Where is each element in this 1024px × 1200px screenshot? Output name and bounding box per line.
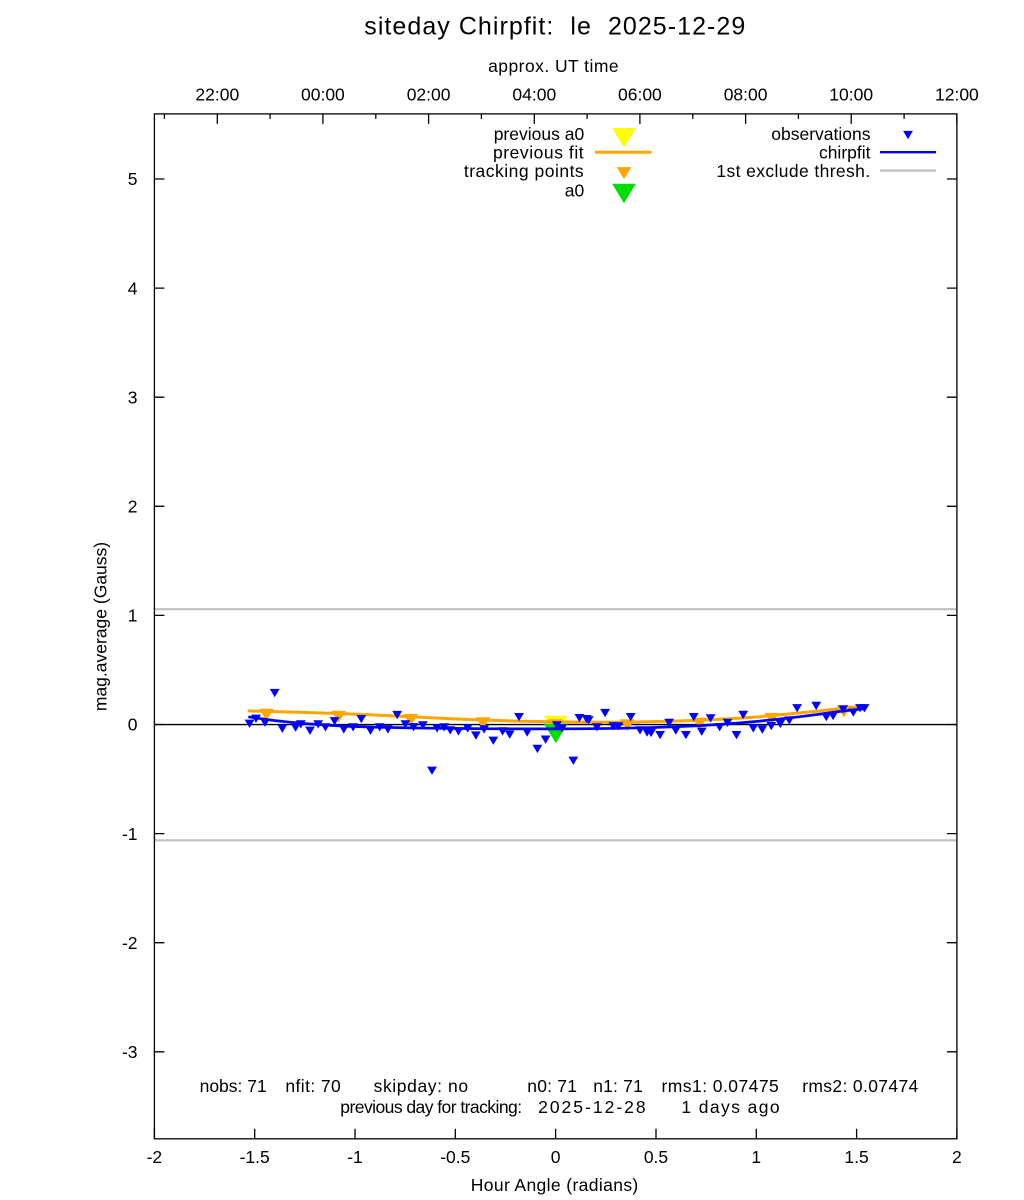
- svg-text:observations: observations: [771, 124, 870, 144]
- svg-text:siteday Chirpfit: le 2025-12: siteday Chirpfit: le 2025-12-29: [364, 12, 746, 40]
- svg-text:04:00: 04:00: [512, 85, 556, 105]
- svg-text:12:00: 12:00: [935, 85, 979, 105]
- svg-text:previous a0: previous a0: [494, 124, 585, 144]
- svg-text:skipday: no: skipday: no: [374, 1076, 469, 1096]
- svg-text:06:00: 06:00: [618, 85, 662, 105]
- svg-text:n0: 71: n0: 71: [527, 1076, 577, 1096]
- svg-text:1: 1: [751, 1147, 761, 1167]
- svg-text:-0.5: -0.5: [440, 1147, 470, 1167]
- svg-text:tracking points: tracking points: [464, 161, 584, 181]
- svg-text:chirpfit: chirpfit: [819, 142, 871, 162]
- svg-text:nfit: 70: nfit: 70: [285, 1076, 341, 1096]
- svg-text:2: 2: [128, 497, 138, 517]
- svg-text:approx. UT time: approx. UT time: [488, 56, 619, 76]
- svg-text:-3: -3: [122, 1042, 138, 1062]
- svg-text:1st exclude thresh.: 1st exclude thresh.: [716, 161, 870, 181]
- svg-text:nobs: 71: nobs: 71: [200, 1076, 267, 1096]
- svg-text:5: 5: [128, 169, 138, 189]
- svg-text:previous day for tracking:: previous day for tracking:: [340, 1097, 521, 1117]
- svg-text:10:00: 10:00: [829, 85, 873, 105]
- svg-text:00:00: 00:00: [301, 85, 345, 105]
- svg-text:mag.average (Gauss): mag.average (Gauss): [91, 542, 111, 711]
- svg-text:-2: -2: [122, 933, 138, 953]
- svg-text:rms2: 0.07474: rms2: 0.07474: [802, 1076, 918, 1096]
- svg-text:2025-12-28: 2025-12-28: [538, 1097, 648, 1117]
- svg-text:0: 0: [128, 715, 138, 735]
- svg-text:-2: -2: [147, 1147, 163, 1167]
- svg-text:02:00: 02:00: [407, 85, 451, 105]
- svg-text:-1: -1: [122, 824, 138, 844]
- svg-text:08:00: 08:00: [724, 85, 768, 105]
- svg-text:3: 3: [128, 387, 138, 407]
- svg-text:1.5: 1.5: [844, 1147, 868, 1167]
- svg-text:1: 1: [128, 606, 138, 626]
- svg-text:n1: 71: n1: 71: [593, 1076, 643, 1096]
- svg-text:Hour Angle (radians): Hour Angle (radians): [471, 1175, 639, 1195]
- svg-text:-1.5: -1.5: [240, 1147, 270, 1167]
- svg-text:rms1: 0.07475: rms1: 0.07475: [662, 1076, 780, 1096]
- svg-text:0: 0: [551, 1147, 561, 1167]
- svg-text:1 days ago: 1 days ago: [681, 1097, 781, 1117]
- svg-text:0.5: 0.5: [644, 1147, 668, 1167]
- svg-text:-1: -1: [347, 1147, 363, 1167]
- svg-text:22:00: 22:00: [195, 85, 239, 105]
- svg-text:4: 4: [128, 278, 138, 298]
- svg-text:previous fit: previous fit: [493, 142, 584, 162]
- svg-text:2: 2: [952, 1147, 962, 1167]
- svg-text:a0: a0: [565, 180, 585, 200]
